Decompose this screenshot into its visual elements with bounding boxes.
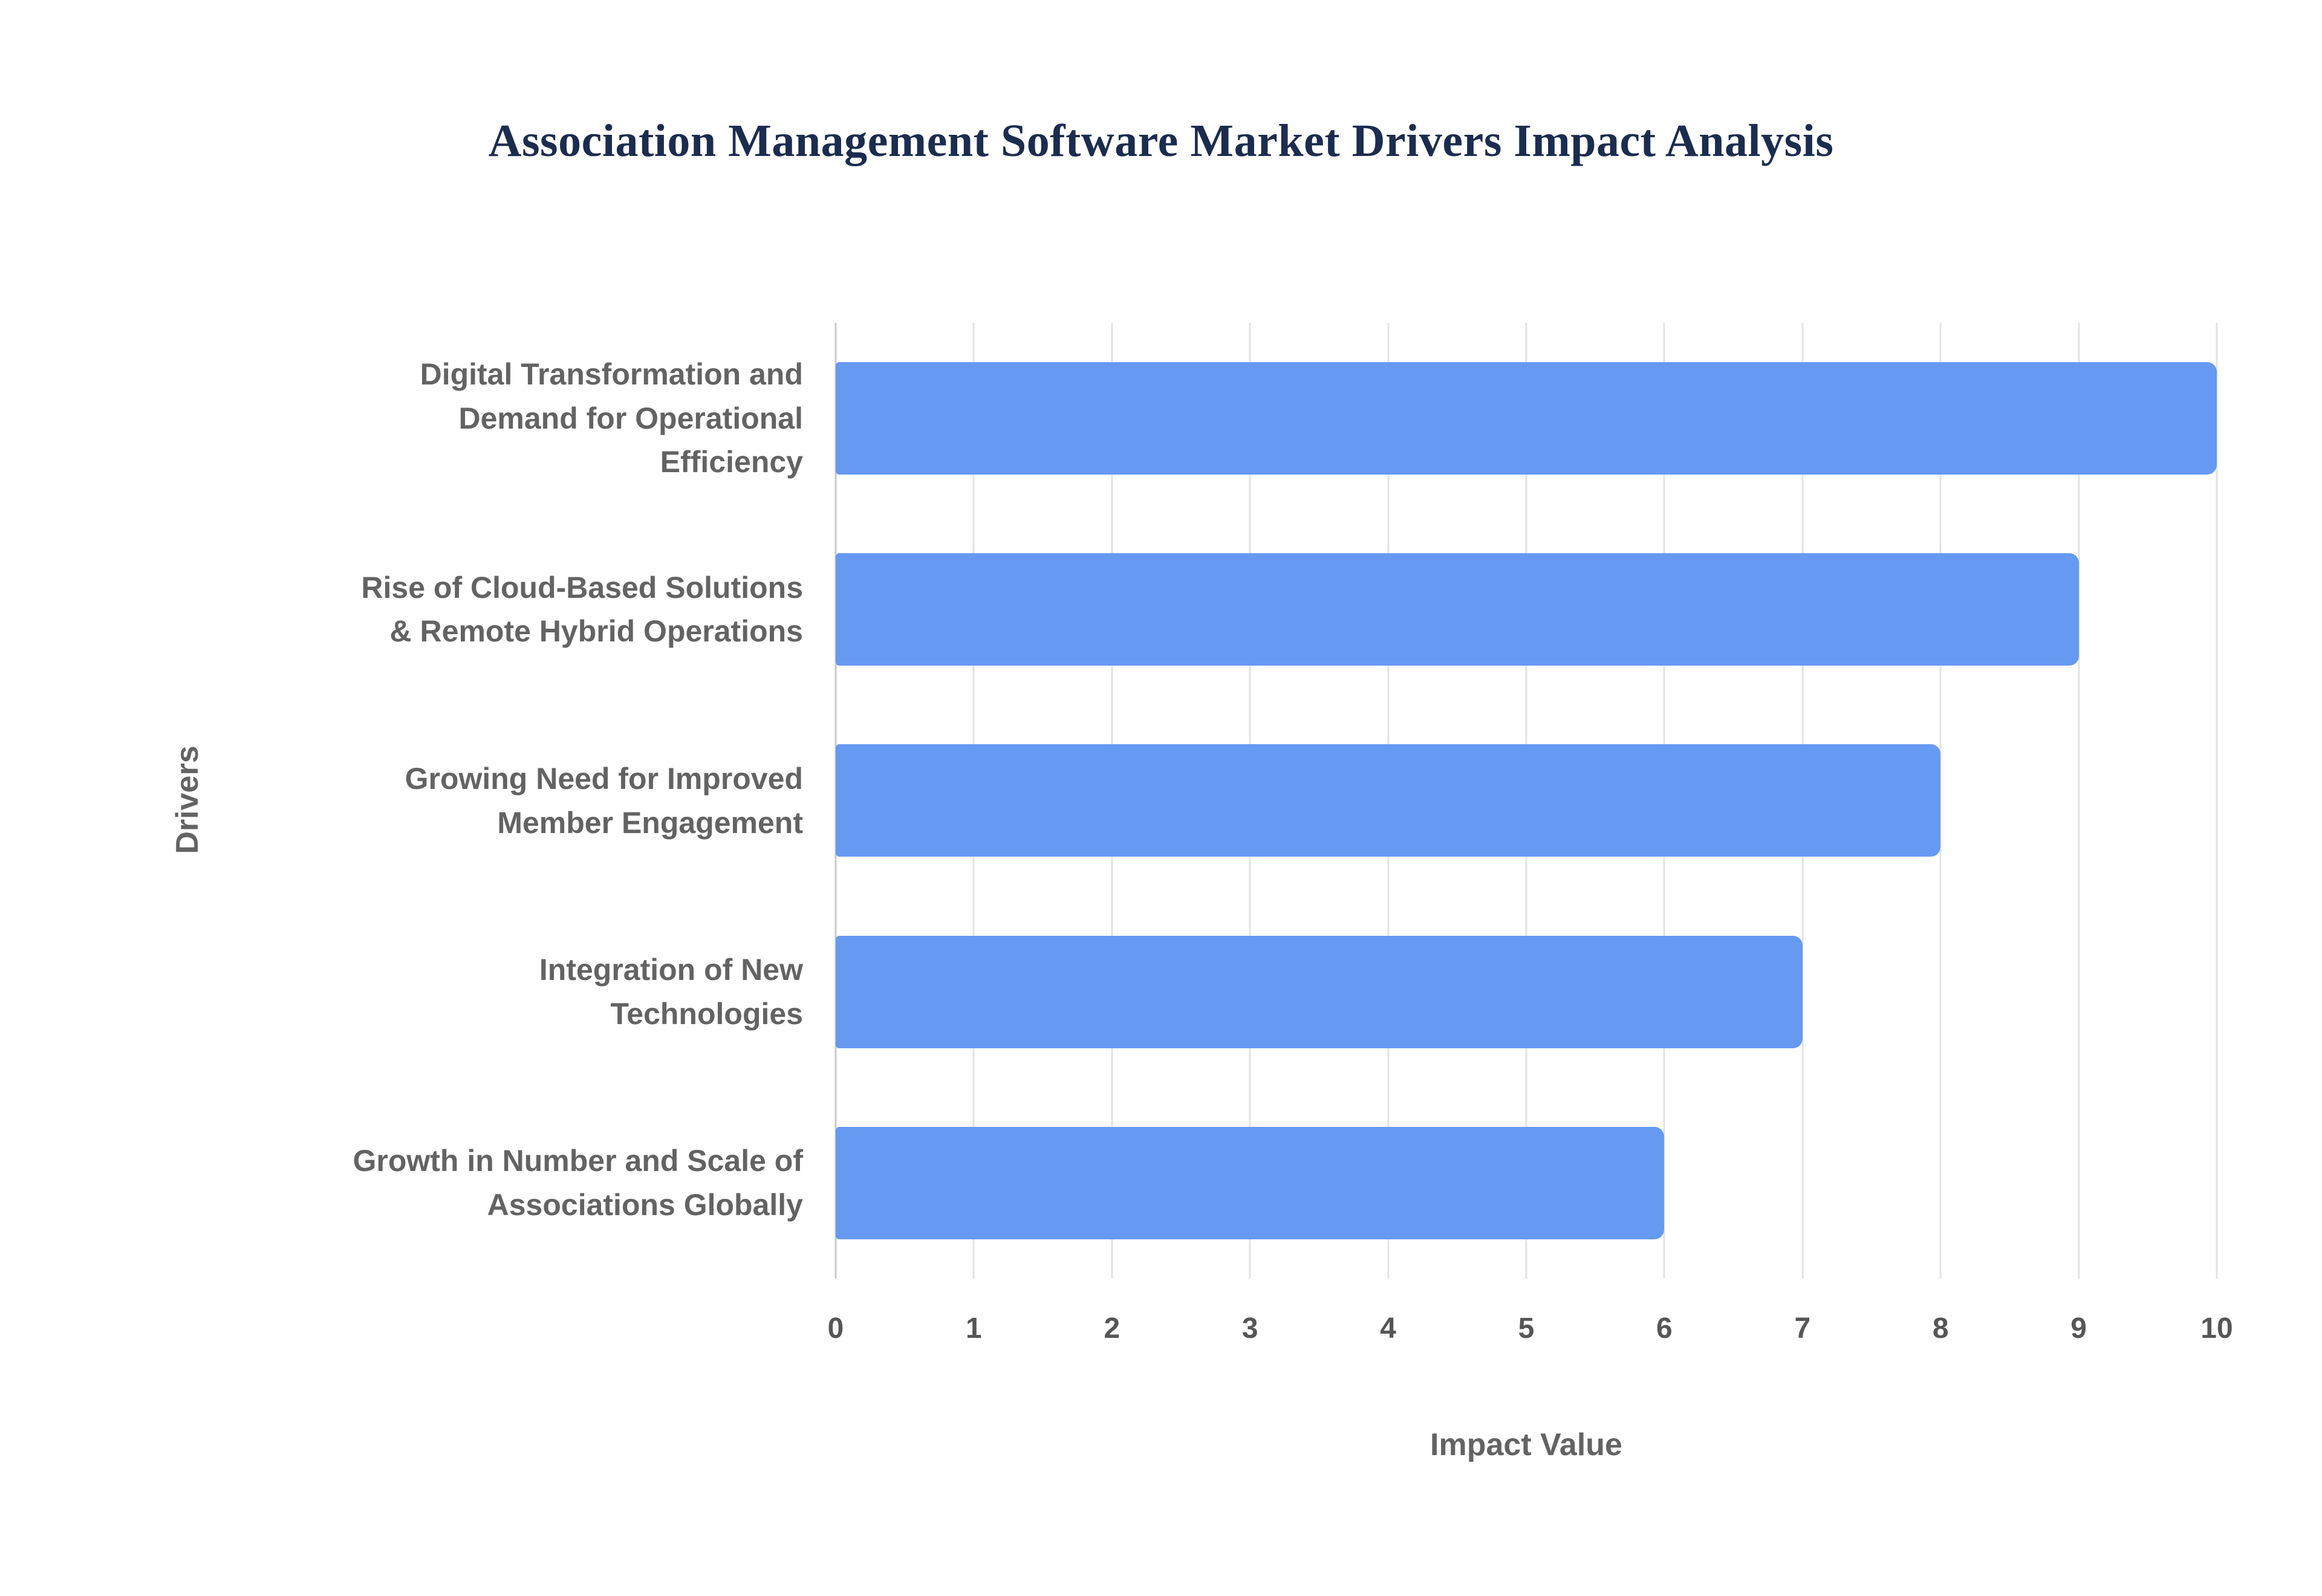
bar-row [836, 323, 2217, 514]
category-label: Growing Need for Improved Member Engagem… [405, 762, 803, 840]
x-axis-title: Impact Value [1430, 1427, 1622, 1462]
gridline-x-9 [2078, 323, 2080, 1279]
category-label: Rise of Cloud-Based Solutions & Remote H… [361, 570, 803, 649]
x-tick-label: 2 [1104, 1312, 1120, 1345]
x-tick-label: 1 [966, 1312, 982, 1345]
bar [836, 1126, 1665, 1239]
chart-title: Association Management Software Market D… [488, 115, 1834, 166]
category-label: Digital Transformation and Demand for Op… [420, 357, 803, 479]
x-tick-label: 5 [1518, 1312, 1535, 1345]
x-tick-label: 6 [1656, 1312, 1673, 1345]
bar-row [836, 514, 2217, 705]
y-axis-title: Drivers [170, 745, 205, 854]
bar [836, 553, 2079, 666]
category-label: Integration of New Technologies [539, 953, 803, 1031]
x-axis-ticks: 0 1 2 3 4 5 6 7 8 9 10 [828, 1312, 2233, 1354]
bar [836, 935, 1803, 1048]
bar [836, 744, 1941, 857]
bar [836, 362, 2217, 475]
x-tick-label: 10 [2200, 1312, 2233, 1345]
gridline-x-10 [2216, 323, 2218, 1279]
x-tick-label: 0 [827, 1312, 844, 1345]
category-labels: Digital Transformation and Demand for Op… [206, 323, 803, 1279]
x-tick-label: 9 [2070, 1312, 2087, 1345]
x-tick-label: 8 [1932, 1312, 1949, 1345]
bar-row [836, 705, 2217, 896]
bar-row [836, 897, 2217, 1088]
gridline-x-8 [1939, 323, 1942, 1279]
bar-row [836, 1088, 2217, 1279]
x-tick-label: 3 [1241, 1312, 1258, 1345]
x-tick-label: 4 [1380, 1312, 1396, 1345]
x-tick-label: 7 [1794, 1312, 1811, 1345]
category-label: Growth in Number and Scale of Associatio… [353, 1144, 803, 1222]
plot-area [834, 323, 2218, 1279]
